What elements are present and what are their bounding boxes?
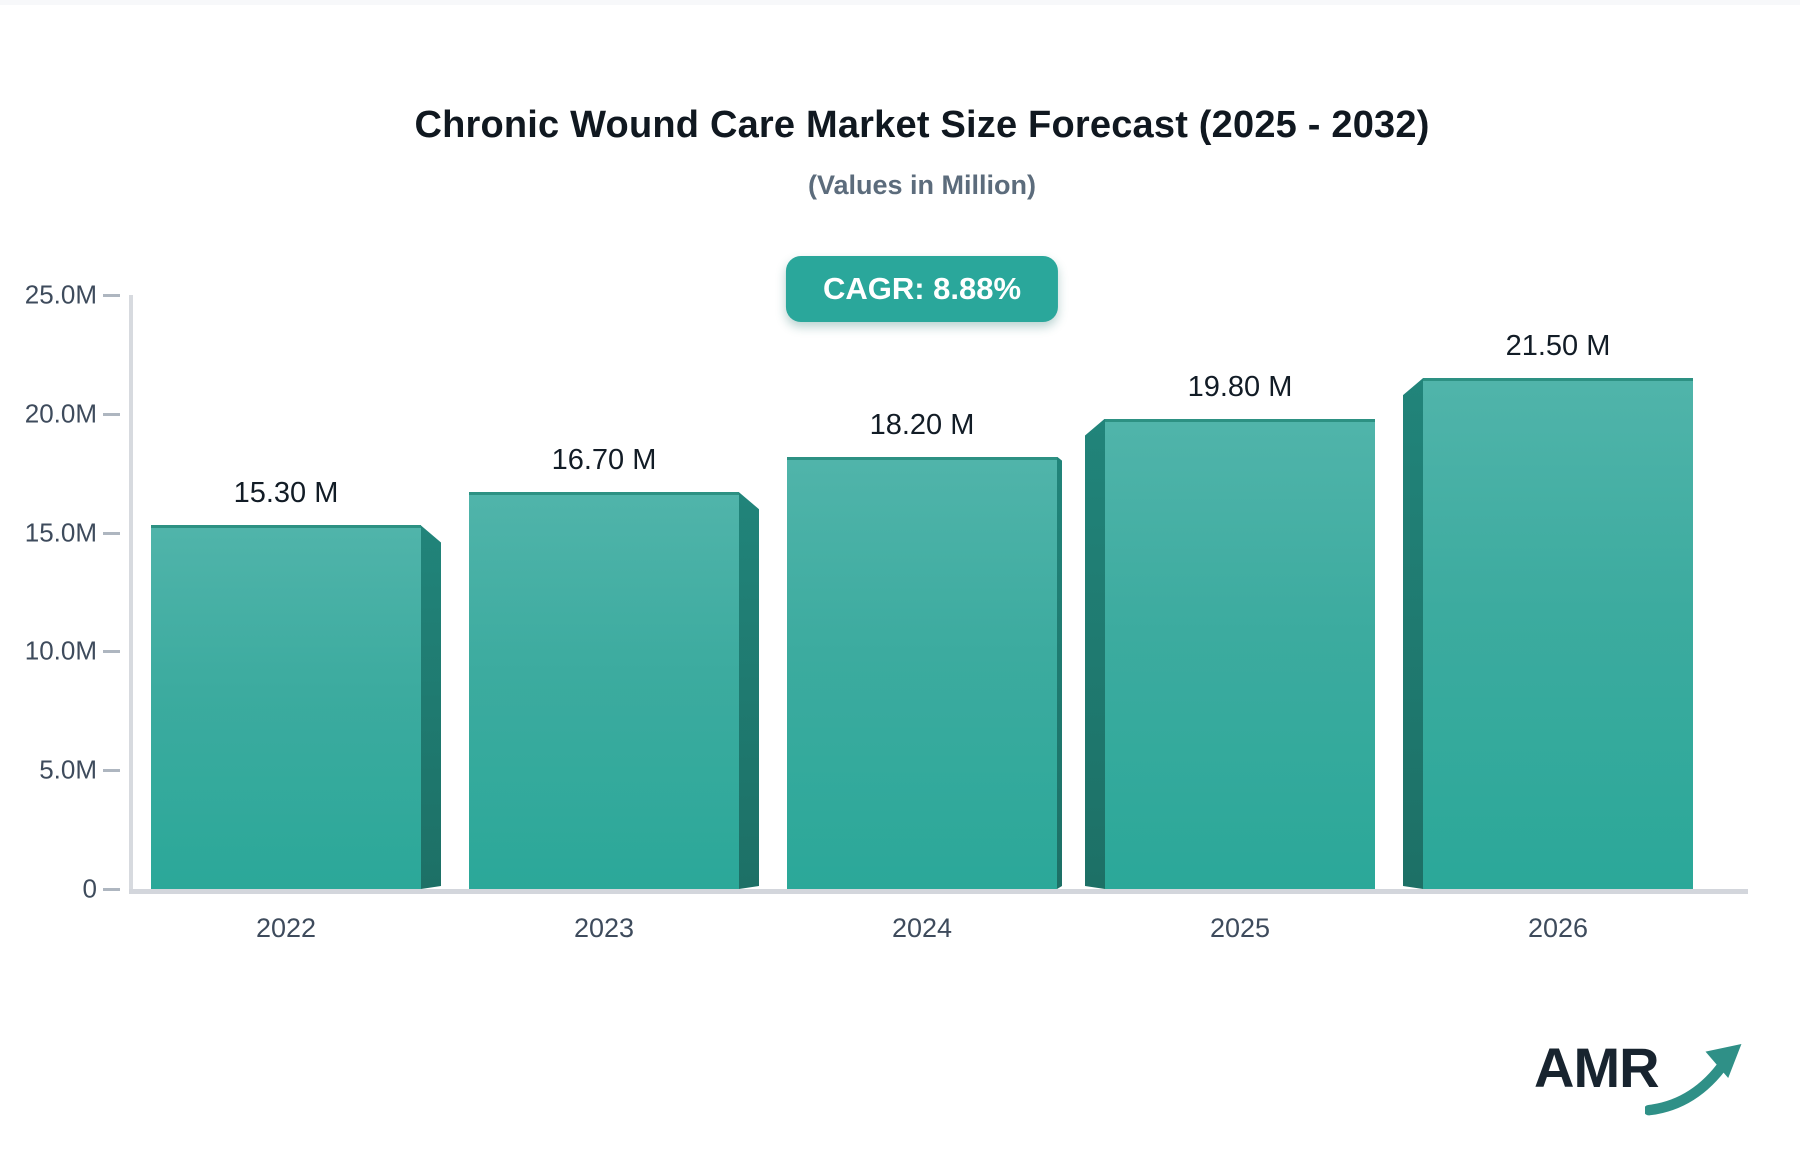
bar-side-face <box>739 492 759 889</box>
y-axis-label: 5.0M <box>39 754 97 785</box>
bar-front-face <box>787 456 1057 889</box>
bar-2024 <box>787 456 1062 889</box>
y-axis-label: 20.0M <box>24 398 97 429</box>
x-axis-label-2024: 2024 <box>891 913 953 943</box>
y-axis-tick <box>103 769 120 773</box>
y-axis-label: 15.0M <box>24 517 97 548</box>
bar-side-face <box>1057 457 1062 889</box>
bar-front-face <box>1423 378 1693 889</box>
cagr-badge: CAGR: 8.88% <box>785 256 1059 322</box>
bar-value-label: 15.30 M <box>233 477 339 510</box>
y-axis-tick <box>103 888 120 891</box>
bar-value-label: 16.70 M <box>551 444 657 477</box>
y-axis-line <box>129 295 133 891</box>
chart-subtitle: (Values in Million) <box>807 170 1037 200</box>
y-axis-label: 25.0M <box>24 279 97 310</box>
amr-logo-text: AMR <box>1534 1036 1660 1099</box>
bar-side-face <box>421 525 441 889</box>
bar-front-face <box>1105 418 1375 889</box>
bar-2026 <box>1403 378 1693 889</box>
chart-card: Chronic Wound Care Market Size Forecast … <box>0 5 1800 1156</box>
bar-2023 <box>469 492 759 889</box>
bar-2025 <box>1085 418 1375 889</box>
y-axis-tick <box>103 650 120 654</box>
x-axis-label-2023: 2023 <box>573 913 635 943</box>
bar-side-face <box>1403 378 1423 889</box>
y-axis-label: 0 <box>82 873 97 904</box>
x-axis-label-2026: 2026 <box>1527 913 1589 943</box>
chart-title: Chronic Wound Care Market Size Forecast … <box>414 104 1430 146</box>
y-axis-label: 10.0M <box>24 635 97 666</box>
bar-value-label: 21.50 M <box>1505 330 1611 363</box>
bar-2022 <box>151 525 441 889</box>
bar-value-label: 19.80 M <box>1187 370 1293 403</box>
bar-front-face <box>151 525 421 889</box>
y-axis-tick <box>103 531 120 535</box>
bar-side-face <box>1085 419 1105 889</box>
x-axis-label-2022: 2022 <box>255 913 317 943</box>
y-axis-tick <box>103 412 120 416</box>
growth-arrow-icon <box>1643 1041 1749 1122</box>
bar-front-face <box>469 492 739 889</box>
amr-logo: AMR <box>1534 1039 1754 1119</box>
x-axis-label-2025: 2025 <box>1209 913 1271 943</box>
y-axis-tick <box>103 294 120 297</box>
x-axis-baseline <box>129 889 1748 894</box>
bar-value-label: 18.20 M <box>869 408 975 441</box>
